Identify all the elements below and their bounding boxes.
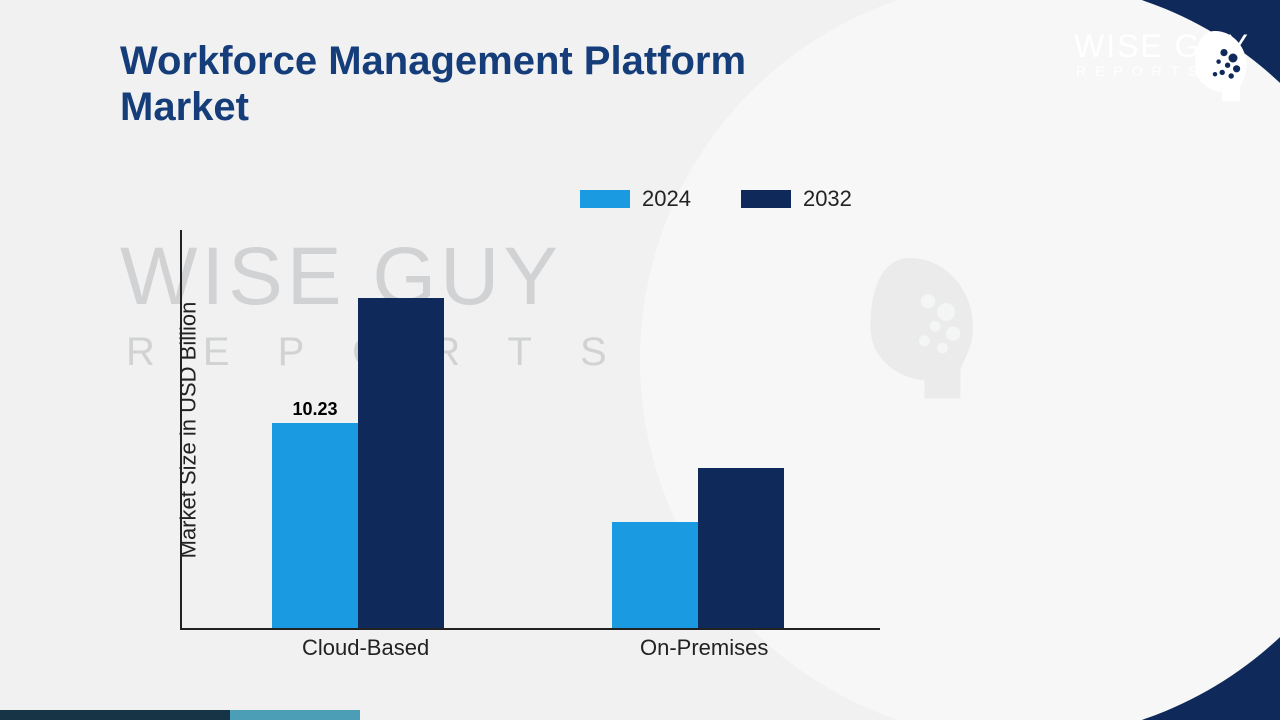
category-label-onprem: On-Premises [640, 635, 768, 661]
logo-head-icon [1170, 22, 1260, 112]
legend-item-2024: 2024 [580, 186, 691, 212]
plot-area: 10.23 Cloud-Based On-Premises [180, 230, 880, 630]
bar-group-onprem [612, 468, 784, 628]
legend-swatch-2024 [580, 190, 630, 208]
legend-item-2032: 2032 [741, 186, 852, 212]
legend-label-2024: 2024 [642, 186, 691, 212]
category-label-cloud: Cloud-Based [302, 635, 429, 661]
footer-accent [0, 710, 360, 720]
page-title: Workforce Management Platform Market [120, 38, 820, 130]
bar-cloud-2032 [358, 298, 444, 628]
bar-chart: Market Size in USD Billion 2024 2032 10.… [100, 180, 900, 680]
bar-cloud-2024: 10.23 [272, 423, 358, 628]
bar-onprem-2032 [698, 468, 784, 628]
legend-swatch-2032 [741, 190, 791, 208]
legend-label-2032: 2032 [803, 186, 852, 212]
bar-group-cloud: 10.23 [272, 298, 444, 628]
chart-legend: 2024 2032 [580, 186, 852, 212]
bar-value-label: 10.23 [292, 399, 337, 420]
bar-onprem-2024 [612, 522, 698, 628]
brand-logo: WISE GUY REPORTS [1074, 28, 1250, 79]
